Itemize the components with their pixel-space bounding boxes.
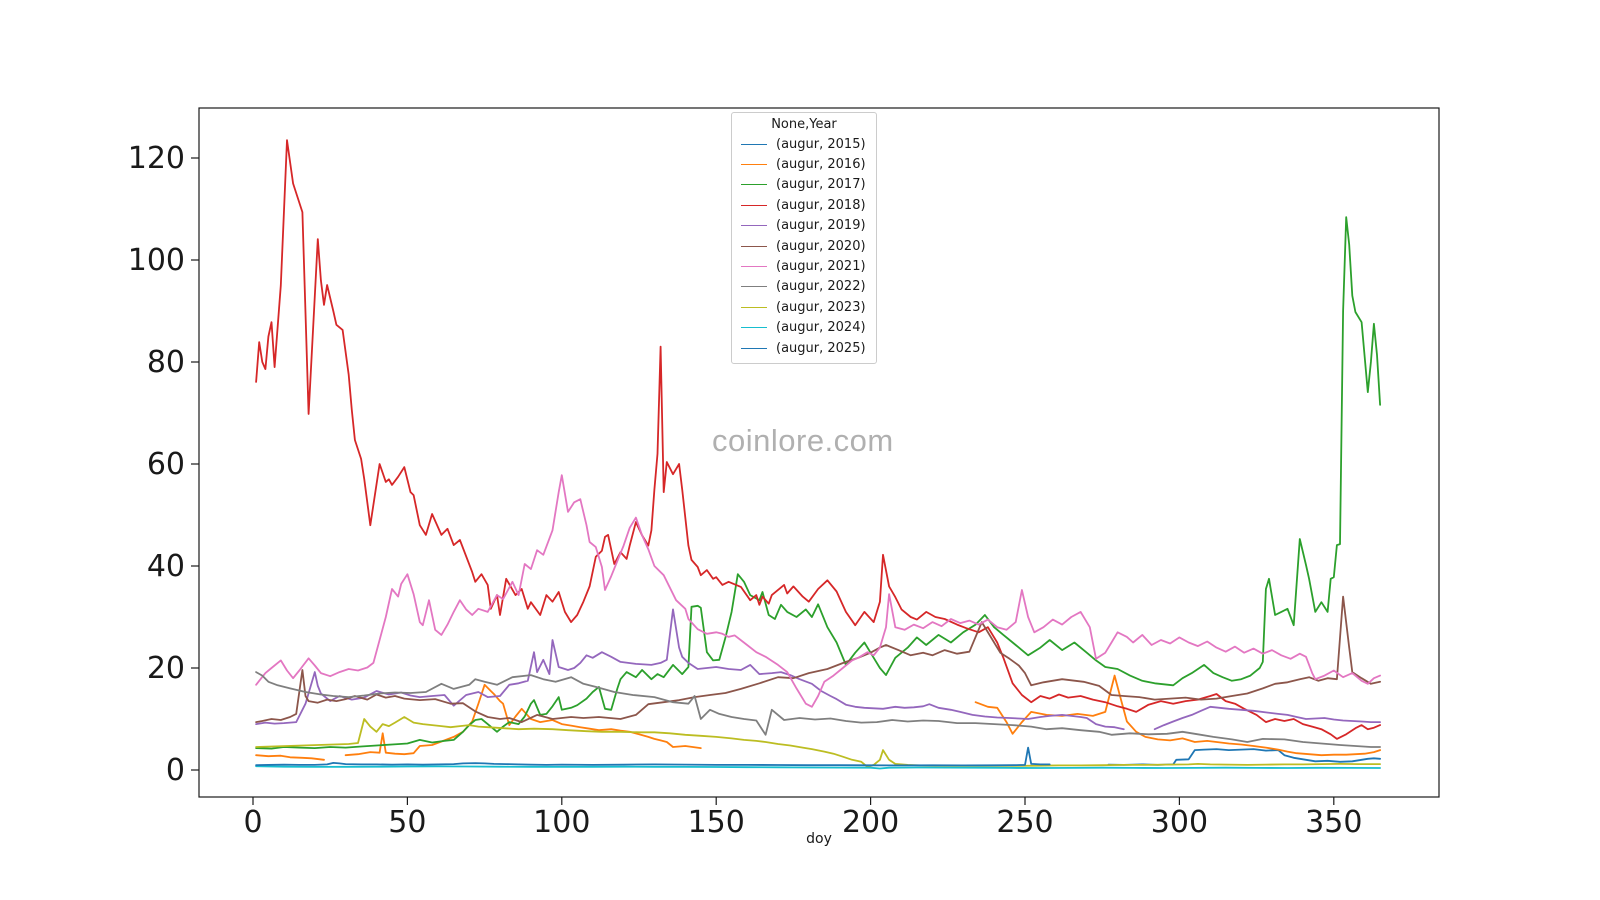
y-tick-label: 100 [128, 243, 185, 278]
legend-item: (augur, 2017) [732, 175, 876, 195]
legend: None,Year (augur, 2015) (augur, 2016) (aug… [731, 112, 877, 365]
legend-line-swatch [741, 306, 767, 308]
legend-line-swatch [741, 184, 767, 186]
x-tick-label: 0 [243, 805, 262, 840]
legend-label: (augur, 2020) [776, 238, 866, 254]
series-line [255, 595, 1381, 723]
legend-line-swatch [741, 225, 767, 227]
plot-area: 0 50 100 150 200 250 300 350 0 20 40 60 80 100 120 [128, 107, 1440, 840]
series-line [255, 139, 1381, 740]
legend-line-swatch [741, 164, 767, 166]
legend-item: (augur, 2023) [732, 297, 876, 317]
legend-label: (augur, 2025) [776, 340, 866, 356]
x-axis-label: doy [806, 831, 832, 847]
legend-item: (augur, 2021) [732, 256, 876, 276]
legend-item: (augur, 2015) [732, 134, 876, 154]
legend-line-swatch [741, 266, 767, 268]
series-line [1153, 705, 1381, 731]
series-line [344, 683, 702, 757]
x-tick-label: 150 [688, 805, 745, 840]
x-tick-label: 300 [1151, 805, 1208, 840]
legend-label: (augur, 2017) [776, 177, 866, 193]
legend-item: (augur, 2018) [732, 195, 876, 215]
series-line [255, 608, 1125, 731]
legend-title: None,Year [771, 117, 837, 132]
y-tick-label: 60 [147, 447, 185, 482]
legend-item: (augur, 2020) [732, 236, 876, 256]
x-tick-label: 100 [533, 805, 590, 840]
series-line [1107, 748, 1381, 766]
legend-label: (augur, 2023) [776, 299, 866, 315]
legend-line-swatch [741, 245, 767, 247]
x-tick-label: 200 [842, 805, 899, 840]
legend-line-swatch [741, 347, 767, 349]
legend-item: (augur, 2022) [732, 277, 876, 297]
series-line [255, 746, 1051, 767]
legend-item: (augur, 2016) [732, 154, 876, 174]
series-line [255, 216, 1381, 750]
axes-border [198, 107, 1440, 798]
legend-label: (augur, 2016) [776, 157, 866, 173]
legend-line-swatch [741, 204, 767, 206]
x-tick-label: 250 [996, 805, 1053, 840]
legend-line-swatch [741, 327, 767, 329]
series-line [255, 671, 1381, 748]
legend-item: (augur, 2019) [732, 216, 876, 236]
plot-svg: 0 50 100 150 200 250 300 350 0 20 40 60 80 100 120 [128, 107, 1440, 840]
y-tick-label: 40 [147, 549, 185, 584]
legend-item: (augur, 2025) [732, 338, 876, 358]
legend-label: (augur, 2024) [776, 320, 866, 336]
series-line [255, 474, 1381, 708]
y-tick-label: 0 [166, 753, 185, 788]
legend-item: (augur, 2024) [732, 318, 876, 338]
series-line [255, 716, 1381, 768]
series-line [255, 765, 1381, 770]
legend-label: (augur, 2015) [776, 136, 866, 152]
watermark: coinlore.com [712, 423, 894, 458]
legend-line-swatch [741, 286, 767, 288]
y-tick-label: 20 [147, 651, 185, 686]
legend-line-swatch [741, 143, 767, 145]
legend-label: (augur, 2019) [776, 218, 866, 234]
y-tick-label: 120 [128, 141, 185, 176]
legend-label: (augur, 2021) [776, 259, 866, 275]
y-tick-label: 80 [147, 345, 185, 380]
series-line [255, 754, 325, 761]
legend-label: (augur, 2022) [776, 279, 866, 295]
x-tick-label: 50 [388, 805, 426, 840]
legend-label: (augur, 2018) [776, 197, 866, 213]
series-line [974, 674, 1381, 757]
x-tick-label: 350 [1305, 805, 1362, 840]
legend-items: (augur, 2015) (augur, 2016) (augur, 2017) (… [732, 134, 876, 358]
